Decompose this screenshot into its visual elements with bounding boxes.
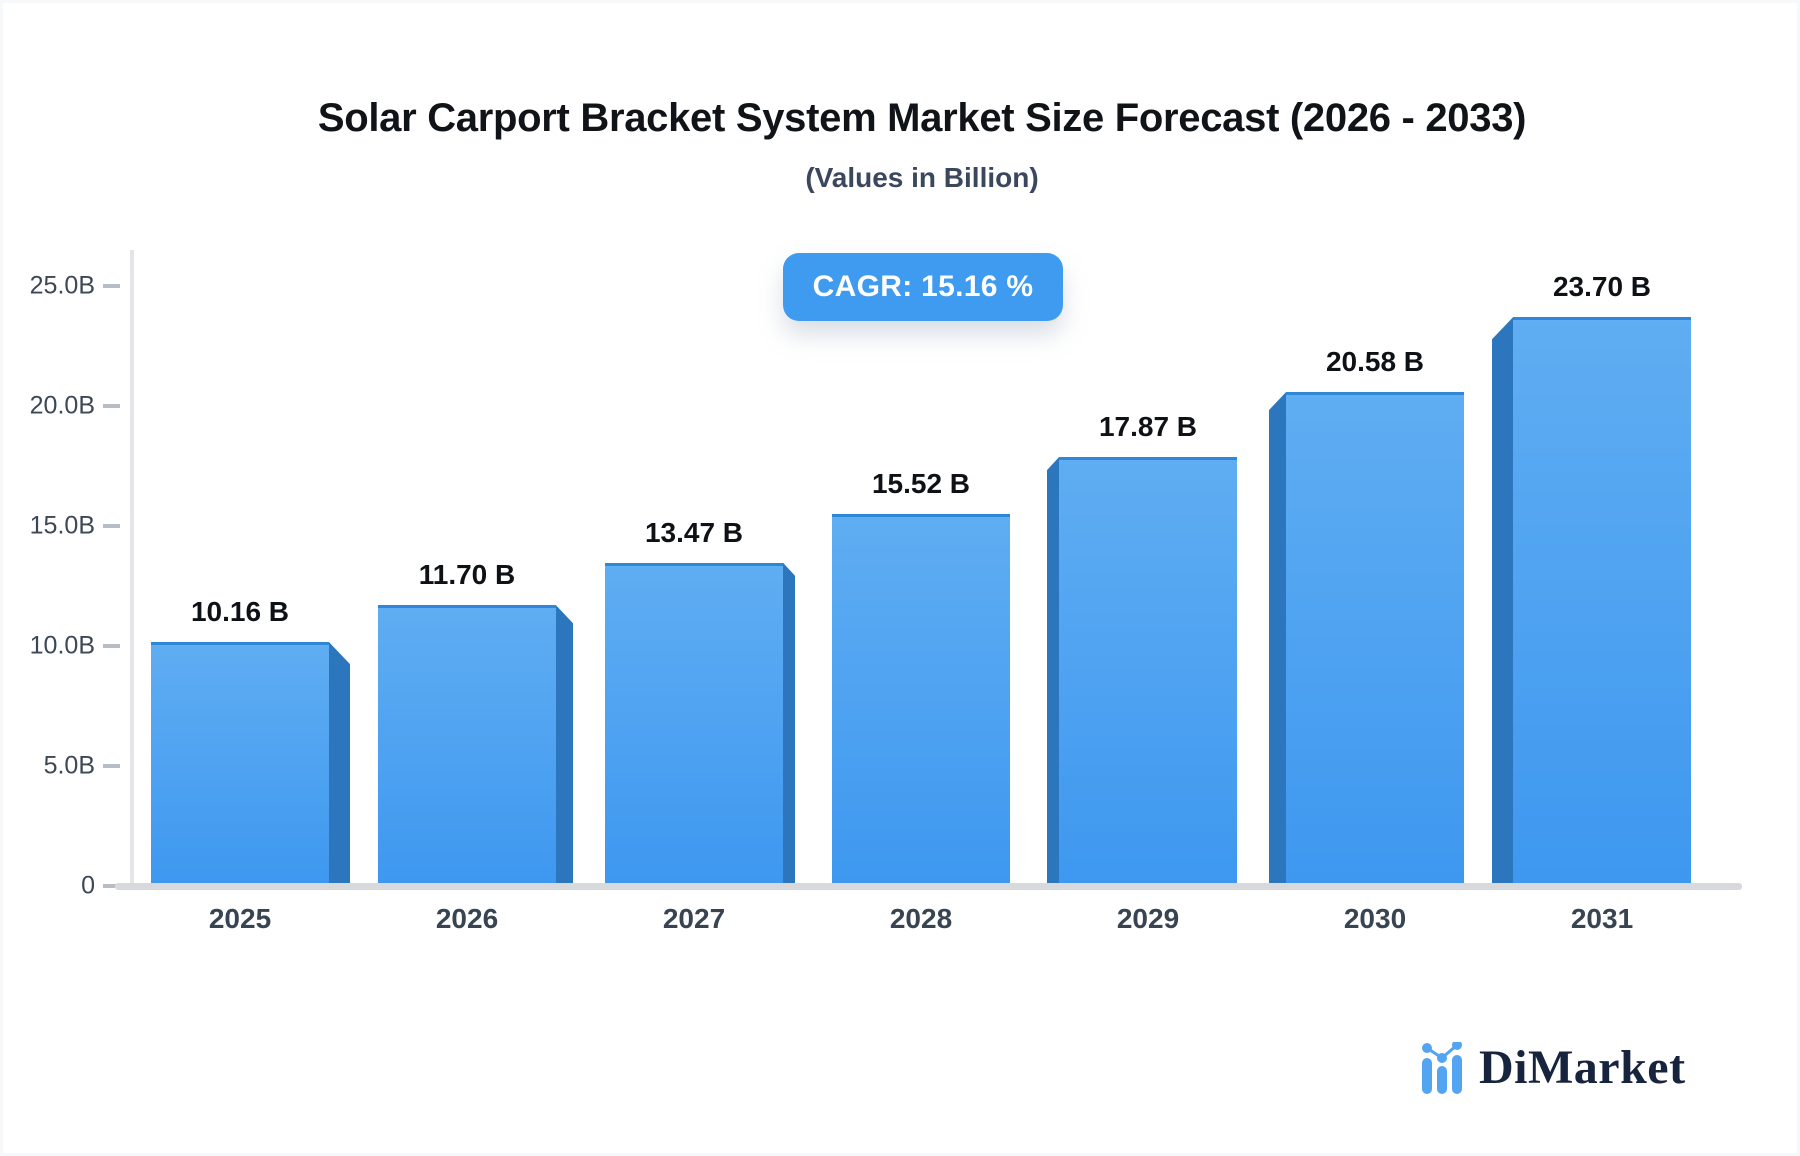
chart-title: Solar Carport Bracket System Market Size… [317,96,1527,140]
bar-value-label: 20.58 B [1325,346,1425,378]
y-axis-tick [103,524,120,528]
x-axis-label-2028: 2028 [889,903,953,934]
x-axis-label-2025: 2025 [208,903,272,934]
bar-value-label: 23.70 B [1552,271,1652,303]
y-axis-tick-label: 0 [81,871,95,900]
bar-value-label: 13.47 B [644,516,744,548]
y-axis-tick [103,284,120,288]
bar-2028 [832,513,1010,886]
x-axis-label-2031: 2031 [1570,903,1634,934]
y-axis-tick [103,644,120,648]
bar-3d-side [556,605,573,886]
cagr-badge: CAGR: 15.16 % [783,253,1063,321]
bar-3d-side [1047,457,1059,886]
bar-value-label: 11.70 B [418,559,516,591]
bar-2029 [1059,457,1237,886]
x-axis-label-2026: 2026 [435,903,499,934]
bar-value-label: 17.87 B [1098,411,1198,443]
y-axis-tick-label: 10.0B [29,631,95,660]
bar-2025 [151,642,329,886]
bar-value-label: 10.16 B [190,596,290,628]
bar-chart-logo-icon [1422,1042,1462,1094]
y-axis-tick [103,404,120,408]
chart-subtitle: (Values in Billion) [805,162,1039,193]
brand-logo: DiMarket [1420,1042,1686,1094]
bar-3d-side [1269,392,1286,886]
x-axis-label-2027: 2027 [662,903,726,934]
bar-2026 [378,605,556,886]
bar-2031 [1513,317,1691,886]
bar-3d-side [1492,317,1513,886]
y-axis-tick-label: 15.0B [29,511,95,540]
y-axis-tick [103,884,120,888]
cagr-badge-label: CAGR: 15.16 % [812,270,1034,303]
y-axis-tick [103,764,120,768]
bar-2027 [605,562,783,886]
y-axis-tick-label: 5.0B [43,751,95,780]
y-axis-line [130,250,134,887]
bar-value-label: 15.52 B [871,467,971,499]
y-axis-tick-label: 25.0B [29,271,95,300]
bar-3d-side [329,642,350,886]
x-axis-label-2030: 2030 [1343,903,1407,934]
bar-2030 [1286,392,1464,886]
x-axis-label-2029: 2029 [1116,903,1180,934]
y-axis-tick-label: 20.0B [29,391,95,420]
x-axis-baseline [115,883,1742,890]
bar-3d-side [783,562,795,886]
brand-logo-text: DiMarket [1479,1041,1686,1094]
